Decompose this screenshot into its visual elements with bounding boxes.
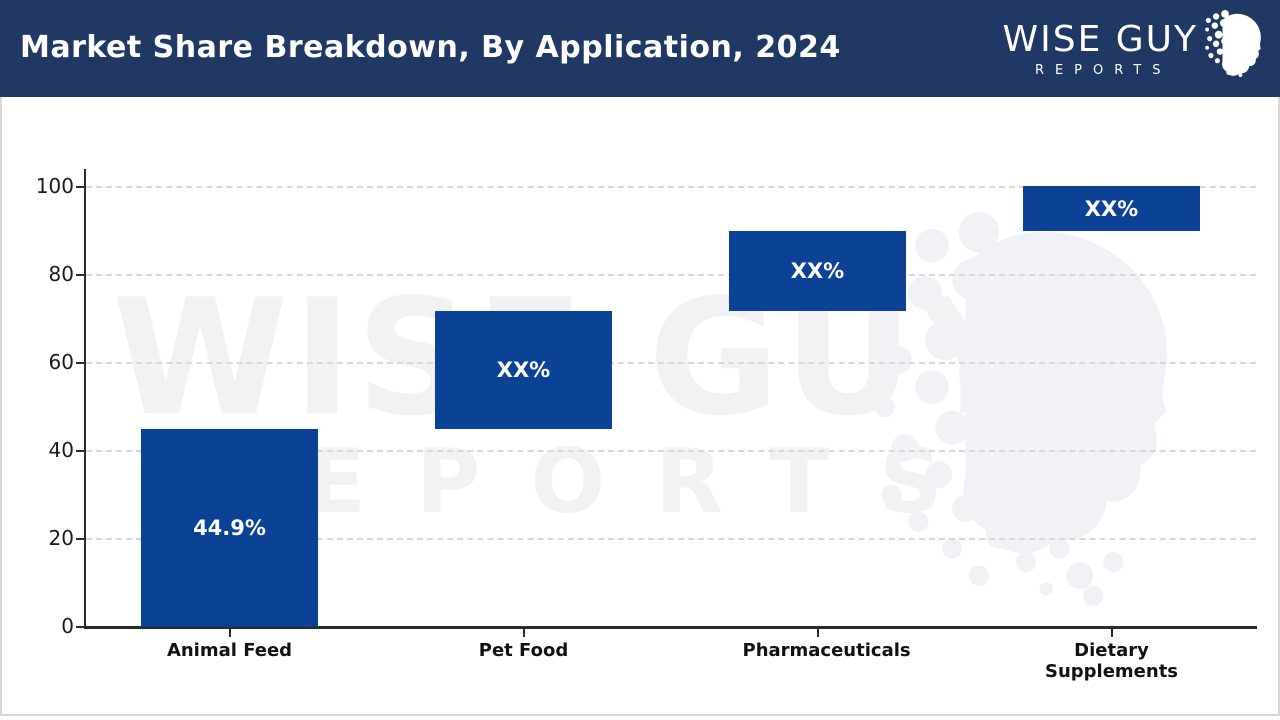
logo-face-icon [1205,10,1261,77]
x-axis-category-label: Pet Food [478,640,569,661]
y-axis-tick [76,450,84,452]
x-axis-category-label: Dietary Supplements [1044,640,1179,683]
gridline [86,538,1256,540]
header-bar: Market Share Breakdown, By Application, … [0,0,1280,97]
x-axis-tick [816,629,819,637]
y-axis-tick-label: 60 [48,350,74,374]
bar: XX% [1023,186,1200,231]
gridline [86,274,1256,276]
x-axis-category-label: Pharmaceuticals [742,640,911,661]
y-axis-tick-label: 40 [48,438,74,462]
y-axis-tick-label: 0 [61,614,74,638]
y-axis-tick [76,538,84,540]
y-axis-tick [76,626,84,628]
y-axis-tick-label: 80 [48,262,74,286]
y-axis-tick-label: 20 [48,526,74,550]
y-axis-line [84,169,86,628]
logo-wordmark: WISE GUY [1002,18,1198,60]
y-axis-tick [76,274,84,276]
logo-subtitle: REPORTS [1034,62,1172,78]
wise-guy-reports-logo: WISE GUY REPORTS [1003,8,1267,90]
bar-value-label: XX% [790,258,845,283]
bar-value-label: XX% [496,358,551,383]
x-axis-tick [1110,629,1113,637]
bar: XX% [435,310,612,430]
x-axis-tick [522,629,525,637]
gridline [86,362,1256,364]
bar-value-label: 44.9% [193,516,266,541]
y-axis-tick-label: 100 [35,174,74,198]
x-axis-category-label: Animal Feed [166,640,293,661]
page-title: Market Share Breakdown, By Application, … [20,30,841,65]
y-axis-tick [76,186,84,188]
y-axis-tick [76,362,84,364]
gridline [86,450,1256,452]
logo-text: WISE GUY REPORTS [1002,18,1199,78]
bar: XX% [729,231,906,311]
x-axis-line [84,626,1257,629]
bar-value-label: XX% [1084,196,1139,221]
x-axis-tick [228,629,231,637]
gridline [86,186,1256,188]
bar: 44.9% [141,429,318,627]
